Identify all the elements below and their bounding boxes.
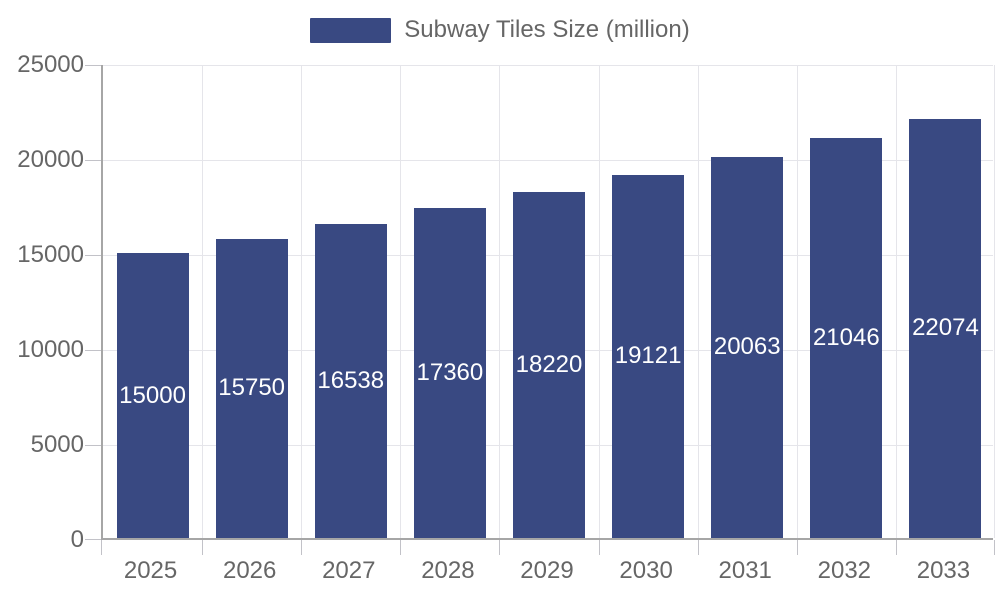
v-gridline xyxy=(599,65,600,538)
y-tick-label: 5000 xyxy=(30,431,84,458)
v-gridline xyxy=(797,65,798,538)
bar-value-label: 20063 xyxy=(713,333,781,361)
bar-value-label: 16538 xyxy=(317,366,385,394)
y-tick-mark xyxy=(85,255,101,256)
x-tick-mark xyxy=(301,540,302,555)
x-tick-label: 2029 xyxy=(520,557,574,584)
y-tick-label: 15000 xyxy=(17,241,84,268)
x-tick-label: 2032 xyxy=(817,557,872,584)
y-tick-mark xyxy=(85,350,101,351)
legend-label: Subway Tiles Size (million) xyxy=(404,16,690,43)
x-axis: 2025 2026 2027 2028 2029 2030 2031 2032 2033 xyxy=(101,557,993,591)
legend-swatch xyxy=(310,17,392,43)
y-tick-mark xyxy=(85,160,101,161)
bar-2032[interactable]: 21046 xyxy=(810,138,883,538)
bar-value-label: 18220 xyxy=(515,350,583,378)
bar-2031[interactable]: 20063 xyxy=(711,156,784,538)
x-tick-mark xyxy=(599,540,600,555)
y-tick-label: 25000 xyxy=(17,51,84,78)
v-gridline xyxy=(994,65,995,538)
v-gridline xyxy=(698,65,699,538)
bar-value-label: 19121 xyxy=(614,342,682,370)
y-tick-mark xyxy=(85,65,101,66)
plot-area: 15000 15750 16538 17360 18220 19121 20063 21046… xyxy=(85,65,995,555)
bar-value-label: 15750 xyxy=(218,374,286,402)
x-tick-label: 2025 xyxy=(123,557,178,584)
h-gridline xyxy=(103,160,993,161)
x-tick-mark xyxy=(101,540,102,555)
bar-2029[interactable]: 18220 xyxy=(513,191,585,538)
bar-value-label: 21046 xyxy=(812,324,880,352)
bar-value-label: 22074 xyxy=(912,314,979,342)
y-tick-label: 10000 xyxy=(17,336,84,363)
x-tick-label: 2026 xyxy=(222,557,277,584)
bar-value-label: 17360 xyxy=(416,359,484,387)
y-tick-label: 0 xyxy=(70,526,84,553)
v-gridline xyxy=(202,65,203,538)
bar-2025[interactable]: 15000 xyxy=(116,253,189,538)
bar-2028[interactable]: 17360 xyxy=(413,208,486,538)
v-gridline xyxy=(301,65,302,538)
x-tick-label: 2030 xyxy=(619,557,673,584)
legend[interactable]: Subway Tiles Size (million) xyxy=(0,17,1000,43)
v-gridline xyxy=(499,65,500,538)
x-tick-label: 2033 xyxy=(916,557,971,584)
x-tick-mark xyxy=(698,540,699,555)
x-tick-mark xyxy=(994,540,995,555)
x-tick-mark xyxy=(400,540,401,555)
bar-2033[interactable]: 22074 xyxy=(909,118,982,538)
y-tick-label: 20000 xyxy=(17,146,84,173)
x-tick-mark xyxy=(499,540,500,555)
bar-2026[interactable]: 15750 xyxy=(215,238,288,538)
y-tick-mark xyxy=(85,539,101,540)
v-gridline xyxy=(400,65,401,538)
x-tick-label: 2028 xyxy=(421,557,475,584)
x-tick-mark xyxy=(896,540,897,555)
v-gridline xyxy=(896,65,897,538)
x-tick-label: 2027 xyxy=(322,557,376,584)
x-tick-label: 2031 xyxy=(718,557,772,584)
y-axis: 0 5000 10000 15000 20000 25000 xyxy=(0,51,84,553)
bar-2030[interactable]: 19121 xyxy=(612,174,685,538)
x-tick-mark xyxy=(202,540,203,555)
bar-2027[interactable]: 16538 xyxy=(314,223,387,538)
bar-value-label: 15000 xyxy=(119,381,186,409)
h-gridline xyxy=(103,65,993,66)
x-tick-mark xyxy=(797,540,798,555)
y-tick-mark xyxy=(85,445,101,446)
